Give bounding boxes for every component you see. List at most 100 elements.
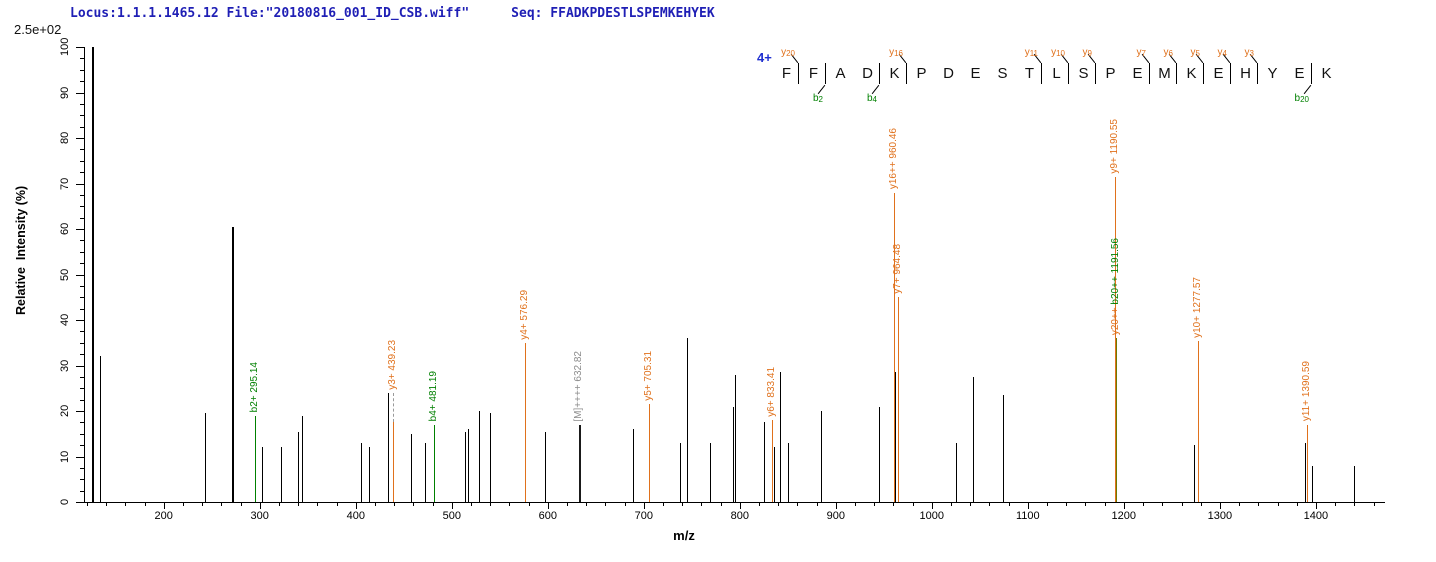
spectrum-peak (764, 422, 765, 502)
spectrum-peak (490, 413, 491, 502)
y-minor-tick (80, 376, 84, 378)
b-ion-label: b2 (812, 93, 823, 104)
spectrum-peak (733, 406, 734, 502)
spectrum-peak (1312, 465, 1313, 502)
x-major-tick (1219, 502, 1221, 509)
y-major-tick (76, 320, 84, 321)
spectrum-peak (411, 433, 412, 502)
b-ion-label: b4 (866, 93, 877, 104)
annotated-peak (1307, 424, 1308, 502)
annotated-peak (772, 420, 773, 502)
spectrum-peak (710, 442, 711, 502)
annotated-peak (434, 424, 435, 502)
x-tick-label: 1300 (1207, 510, 1233, 522)
residue-letter: K (1186, 65, 1197, 82)
x-minor-tick (624, 502, 626, 506)
y-major-tick (76, 138, 84, 139)
x-minor-tick (1047, 502, 1048, 506)
y-ion-label: y11 (1024, 47, 1038, 58)
y-minor-tick (80, 69, 84, 71)
spectrum-peak (92, 47, 94, 502)
y-minor-tick (80, 285, 84, 287)
spectrum-peak (735, 374, 736, 502)
spectrum-plot: 200 300 400 500 600 700 800 900 1000 1100 1200 1300… (59, 38, 1385, 522)
header: Locus:1.1.1.1465.12 File:"20180816_001_I… (70, 6, 715, 21)
annotated-peak (1115, 176, 1116, 502)
fragment-boundary-bar (1068, 63, 1069, 84)
annotated-peak (894, 192, 895, 502)
x-minor-tick (1181, 502, 1183, 506)
fragment-boundary-bar (1041, 63, 1042, 84)
y-minor-tick (80, 467, 84, 469)
y-tick-label: 40 (59, 313, 71, 327)
y-minor-tick (80, 263, 84, 265)
x-minor-tick (586, 502, 588, 506)
x-tick-label: 1100 (1015, 510, 1040, 522)
y-minor-tick (80, 388, 84, 390)
x-major-tick (1123, 502, 1125, 509)
y-major-tick (76, 229, 84, 230)
x-minor-tick (759, 502, 760, 506)
x-minor-tick (1008, 502, 1010, 506)
peak-label: [M]++++ 632.82 (573, 350, 584, 422)
spectrum-peak (465, 431, 466, 502)
residue-letter: L (1052, 65, 1061, 82)
spectrum-peak (633, 429, 634, 502)
residue-letter: E (1294, 65, 1305, 82)
y-tick-label: 50 (59, 268, 71, 281)
residue-letter: P (916, 65, 927, 82)
peak-label: b4+ 481.19 (428, 371, 439, 422)
residue-letter: E (1132, 65, 1143, 82)
spectrum-peak (956, 442, 957, 502)
label-leader-dashed (393, 392, 394, 423)
y-major-tick (76, 47, 84, 48)
fragment-boundary-bar (1095, 63, 1096, 84)
y-major-tick (76, 365, 84, 367)
residue-letter: S (997, 65, 1008, 82)
y-tick-label: 100 (59, 37, 71, 57)
peak-label: y5+ 705.31 (643, 351, 654, 402)
spectrum-peak (788, 442, 789, 502)
y-axis-title: Relative Intensity (%) (14, 185, 28, 315)
residue-letter: F (808, 65, 819, 82)
y-minor-tick (80, 240, 84, 242)
y-minor-tick (80, 103, 84, 105)
peak-label: y3+ 439.23 (387, 340, 398, 390)
x-minor-tick (797, 502, 799, 506)
y-minor-tick (80, 342, 84, 344)
x-minor-tick (182, 502, 184, 506)
y-tick-label: 10 (59, 450, 71, 463)
y-minor-tick (80, 422, 84, 424)
x-minor-tick (1296, 502, 1298, 506)
y-ion-label: y6 (1163, 47, 1173, 58)
x-tick-label: 1000 (919, 510, 945, 522)
sequence-label: Seq: FFADKPDESTLSPEMKEHYEK (511, 6, 715, 21)
spectrum-peak (821, 411, 822, 502)
x-tick-label: 400 (346, 510, 365, 522)
x-major-tick (931, 502, 933, 509)
x-minor-tick (989, 502, 991, 506)
fragment-boundary-bar (798, 63, 799, 84)
x-minor-tick (816, 502, 818, 506)
spectrum-peak (298, 431, 299, 502)
spectrum-peak (205, 413, 206, 502)
x-minor-tick (1258, 502, 1260, 506)
x-minor-tick (1085, 502, 1087, 506)
y-minor-tick (80, 115, 84, 117)
annotated-peak (1198, 340, 1199, 502)
x-minor-tick (528, 502, 530, 506)
annotated-peak (255, 415, 256, 502)
y-minor-tick (80, 433, 84, 435)
peak-label: y20++ b20++ 1191.56 (1110, 238, 1122, 335)
fragment-boundary-bar (1230, 63, 1231, 84)
x-tick-label: 1400 (1303, 510, 1329, 522)
x-minor-tick (874, 502, 876, 506)
x-major-tick (1027, 502, 1029, 509)
x-minor-tick (144, 502, 146, 506)
x-minor-tick (202, 502, 204, 506)
y-minor-tick (80, 149, 84, 151)
x-tick-label: 800 (730, 510, 749, 522)
y-minor-tick (80, 490, 84, 492)
spectrum-peak (780, 372, 781, 502)
